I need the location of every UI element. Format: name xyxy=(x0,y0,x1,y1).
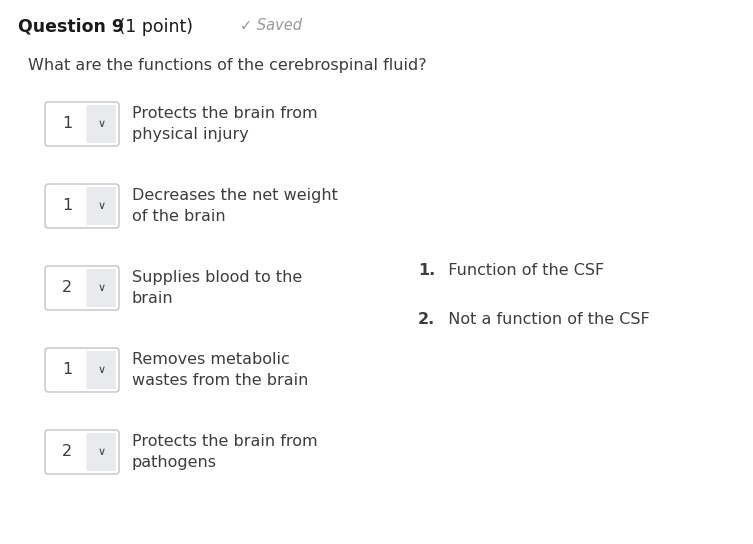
Text: Supplies blood to the
brain: Supplies blood to the brain xyxy=(132,270,302,306)
FancyBboxPatch shape xyxy=(87,351,116,389)
FancyBboxPatch shape xyxy=(45,348,119,392)
Text: Question 9: Question 9 xyxy=(18,18,124,36)
Text: 1: 1 xyxy=(62,116,72,132)
FancyBboxPatch shape xyxy=(45,266,119,310)
FancyBboxPatch shape xyxy=(87,105,116,143)
FancyBboxPatch shape xyxy=(45,184,119,228)
FancyBboxPatch shape xyxy=(87,269,116,307)
Text: 1: 1 xyxy=(62,199,72,213)
Text: ∨: ∨ xyxy=(98,119,105,129)
FancyBboxPatch shape xyxy=(87,433,116,471)
Text: 2: 2 xyxy=(62,444,72,460)
Text: Protects the brain from
physical injury: Protects the brain from physical injury xyxy=(132,106,318,141)
Text: ∨: ∨ xyxy=(98,283,105,293)
Text: ✓ Saved: ✓ Saved xyxy=(240,18,302,33)
Text: 2: 2 xyxy=(62,281,72,295)
Text: Protects the brain from
pathogens: Protects the brain from pathogens xyxy=(132,434,318,469)
Text: ∨: ∨ xyxy=(98,201,105,211)
FancyBboxPatch shape xyxy=(45,430,119,474)
FancyBboxPatch shape xyxy=(87,187,116,225)
Text: 1: 1 xyxy=(62,362,72,378)
Text: (1 point): (1 point) xyxy=(113,18,193,36)
Text: What are the functions of the cerebrospinal fluid?: What are the functions of the cerebrospi… xyxy=(28,58,427,73)
Text: 2.: 2. xyxy=(418,312,435,327)
Text: 1.: 1. xyxy=(418,263,435,278)
FancyBboxPatch shape xyxy=(45,102,119,146)
Text: Decreases the net weight
of the brain: Decreases the net weight of the brain xyxy=(132,188,338,224)
Text: ∨: ∨ xyxy=(98,447,105,457)
Text: Removes metabolic
wastes from the brain: Removes metabolic wastes from the brain xyxy=(132,353,309,388)
Text: ∨: ∨ xyxy=(98,365,105,375)
Text: Function of the CSF: Function of the CSF xyxy=(438,263,604,278)
Text: Not a function of the CSF: Not a function of the CSF xyxy=(438,312,650,327)
